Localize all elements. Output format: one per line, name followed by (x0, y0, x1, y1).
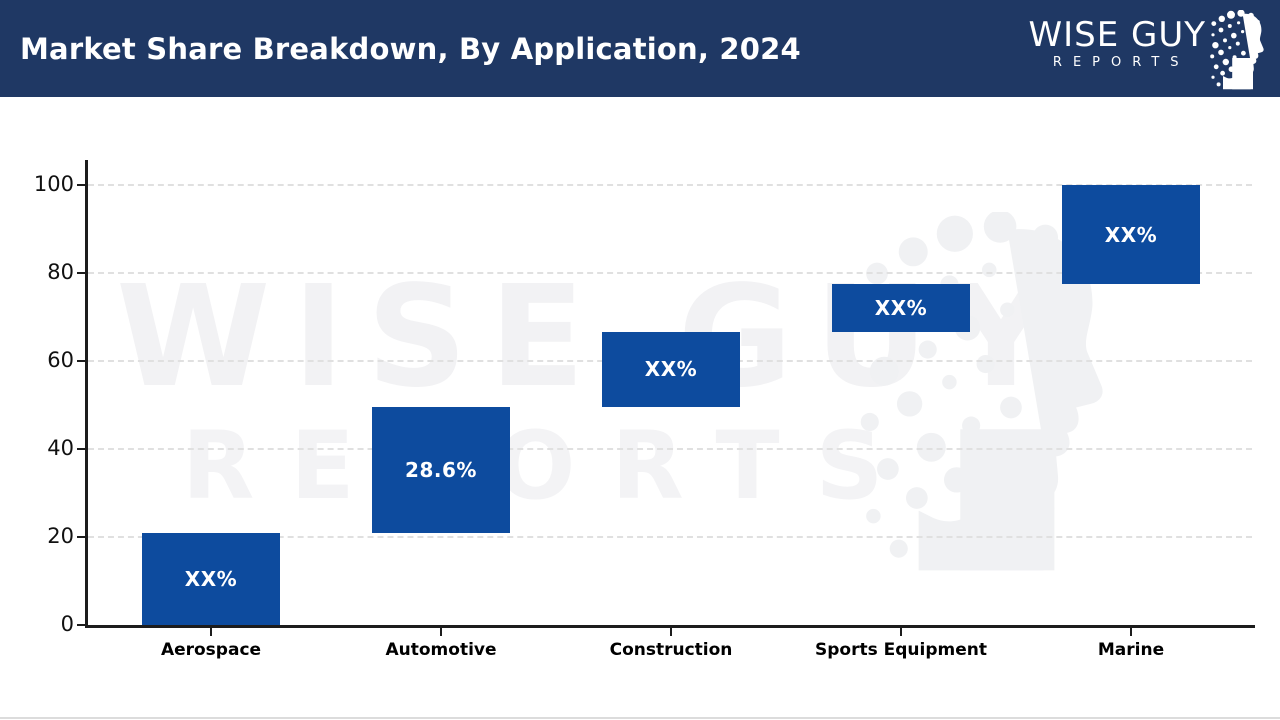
wise-guy-reports-logo: WISE GUY REPORTS (1018, 4, 1268, 94)
header-bar: Market Share Breakdown, By Application, … (0, 0, 1280, 97)
x-tick-mark-construction (670, 628, 672, 636)
bar-value-label-aerospace: XX% (184, 566, 238, 591)
x-tick-mark-automotive (440, 628, 442, 636)
y-axis-tick-label: 0 (60, 612, 74, 636)
y-gridline (88, 184, 1252, 186)
y-axis-tick-label: 40 (47, 436, 74, 460)
y-axis-tick-label: 20 (47, 524, 74, 548)
bar-marine: XX% (1062, 185, 1200, 285)
x-axis-line (85, 625, 1255, 628)
x-axis-category-label-automotive: Automotive (385, 640, 497, 660)
page-title: Market Share Breakdown, By Application, … (20, 31, 801, 66)
bar-value-label-sports-equipment: XX% (874, 296, 928, 321)
bar-aerospace: XX% (142, 532, 280, 625)
wise-guy-face-icon (1210, 10, 1264, 90)
x-tick-mark-aerospace (210, 628, 212, 636)
y-tick-mark (77, 448, 85, 450)
x-tick-mark-sports-equipment (900, 628, 902, 636)
y-axis-line (85, 160, 88, 628)
y-axis-tick-label: 60 (47, 348, 74, 372)
bar-value-label-construction: XX% (644, 357, 698, 382)
y-tick-mark (77, 272, 85, 274)
y-gridline (88, 272, 1252, 274)
y-tick-mark (77, 536, 85, 538)
x-tick-mark-marine (1130, 628, 1132, 636)
bar-construction: XX% (602, 331, 740, 407)
bar-sports-equipment: XX% (832, 284, 970, 332)
bottom-divider (0, 717, 1280, 719)
y-tick-mark (77, 624, 85, 626)
y-tick-mark (77, 360, 85, 362)
y-axis-tick-label: 80 (47, 260, 74, 284)
bar-value-label-marine: XX% (1104, 222, 1158, 247)
x-axis-category-label-sports-equipment: Sports Equipment (815, 640, 987, 660)
x-axis-category-label-marine: Marine (1097, 640, 1165, 660)
logo-wordmark: WISE GUY REPORTS (1028, 18, 1206, 69)
y-tick-mark (77, 184, 85, 186)
x-axis-category-label-aerospace: Aerospace (160, 640, 262, 660)
y-gridline (88, 448, 1252, 450)
y-gridline (88, 536, 1252, 538)
bar-automotive: 28.6% (372, 406, 510, 533)
y-axis-tick-label: 100 (33, 172, 74, 196)
bar-value-label-automotive: 28.6% (405, 457, 477, 482)
x-axis-category-label-construction: Construction (609, 640, 733, 660)
logo-line1: WISE GUY (1028, 15, 1206, 55)
logo-line2: REPORTS (1052, 55, 1190, 70)
